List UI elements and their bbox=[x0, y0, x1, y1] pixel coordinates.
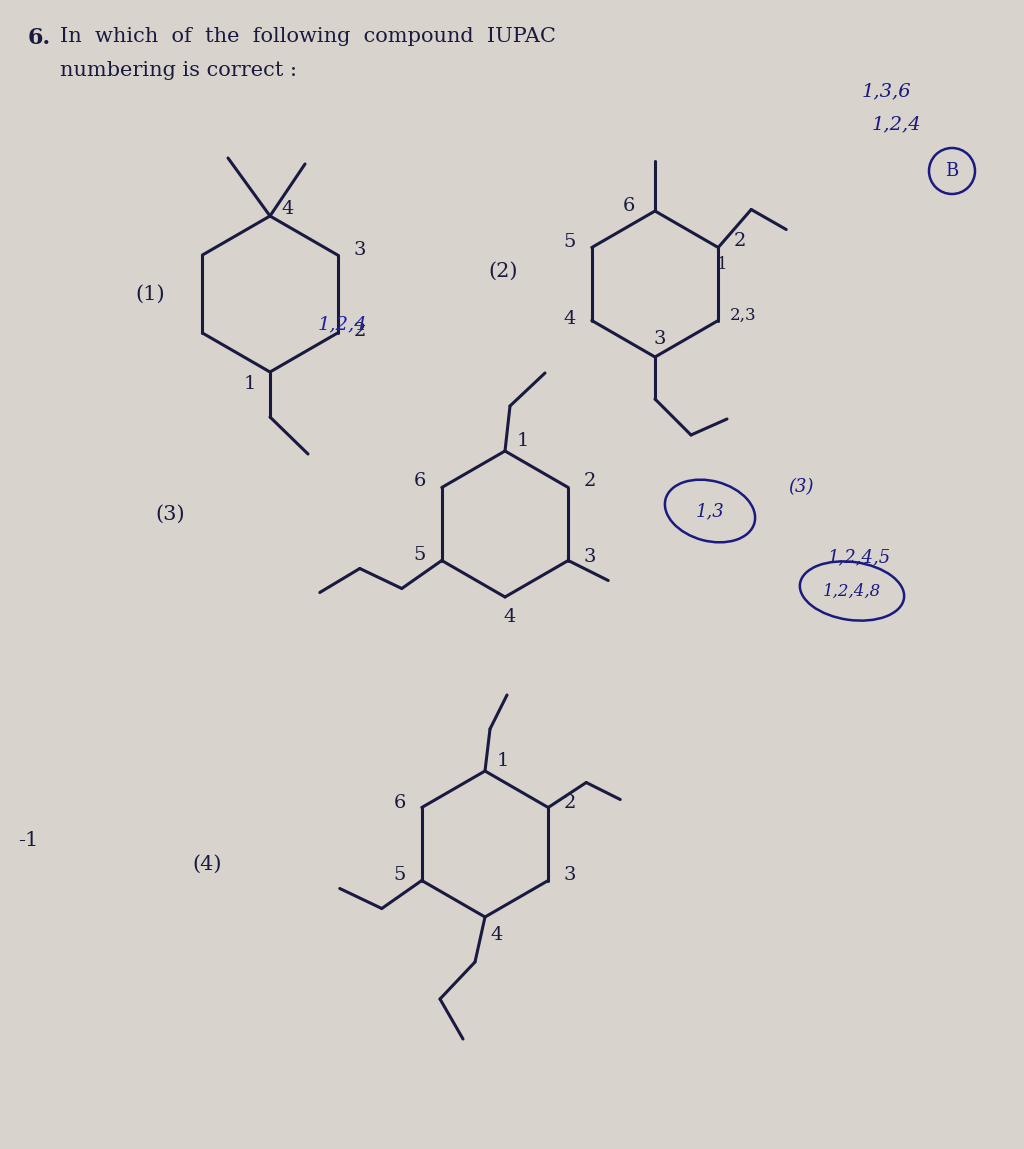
Text: 4: 4 bbox=[282, 200, 294, 218]
Text: 1: 1 bbox=[517, 432, 529, 450]
Text: 5: 5 bbox=[393, 866, 406, 885]
Text: 1: 1 bbox=[244, 375, 256, 393]
Text: 6: 6 bbox=[414, 472, 426, 491]
Text: (2): (2) bbox=[488, 262, 517, 280]
Text: 4: 4 bbox=[563, 309, 575, 327]
Text: (4): (4) bbox=[193, 855, 221, 873]
Text: 1,2,4: 1,2,4 bbox=[872, 115, 922, 133]
Text: 1,2,4,8: 1,2,4,8 bbox=[823, 583, 881, 600]
Text: B: B bbox=[945, 162, 958, 180]
Text: 2,3: 2,3 bbox=[730, 307, 757, 324]
Text: In  which  of  the  following  compound  IUPAC: In which of the following compound IUPAC bbox=[60, 26, 556, 46]
Text: 1,2,4,5: 1,2,4,5 bbox=[828, 548, 891, 566]
Text: 1: 1 bbox=[717, 256, 727, 273]
Text: 6.: 6. bbox=[28, 26, 51, 49]
Text: 2: 2 bbox=[353, 322, 366, 340]
Text: 5: 5 bbox=[563, 233, 575, 252]
Text: (3): (3) bbox=[788, 478, 813, 496]
Text: 1,3: 1,3 bbox=[695, 502, 724, 520]
Text: 1,3,6: 1,3,6 bbox=[862, 82, 911, 100]
Text: 3: 3 bbox=[653, 330, 667, 348]
Text: 2: 2 bbox=[584, 472, 596, 491]
Text: numbering is correct :: numbering is correct : bbox=[60, 61, 297, 80]
Text: 1,2,4: 1,2,4 bbox=[317, 315, 367, 333]
Text: 2: 2 bbox=[564, 794, 577, 811]
Text: 4: 4 bbox=[504, 608, 516, 626]
Text: 3: 3 bbox=[353, 241, 366, 259]
Text: 6: 6 bbox=[623, 196, 635, 215]
Text: 5: 5 bbox=[414, 546, 426, 563]
Text: 4: 4 bbox=[490, 926, 503, 944]
Text: (3): (3) bbox=[155, 504, 184, 524]
Text: (1): (1) bbox=[135, 285, 165, 303]
Text: 6: 6 bbox=[393, 794, 406, 811]
Text: 3: 3 bbox=[564, 866, 577, 885]
Text: -1: -1 bbox=[18, 832, 38, 850]
Text: 2: 2 bbox=[734, 232, 746, 250]
Text: 1: 1 bbox=[497, 751, 509, 770]
Text: 3: 3 bbox=[584, 548, 596, 565]
